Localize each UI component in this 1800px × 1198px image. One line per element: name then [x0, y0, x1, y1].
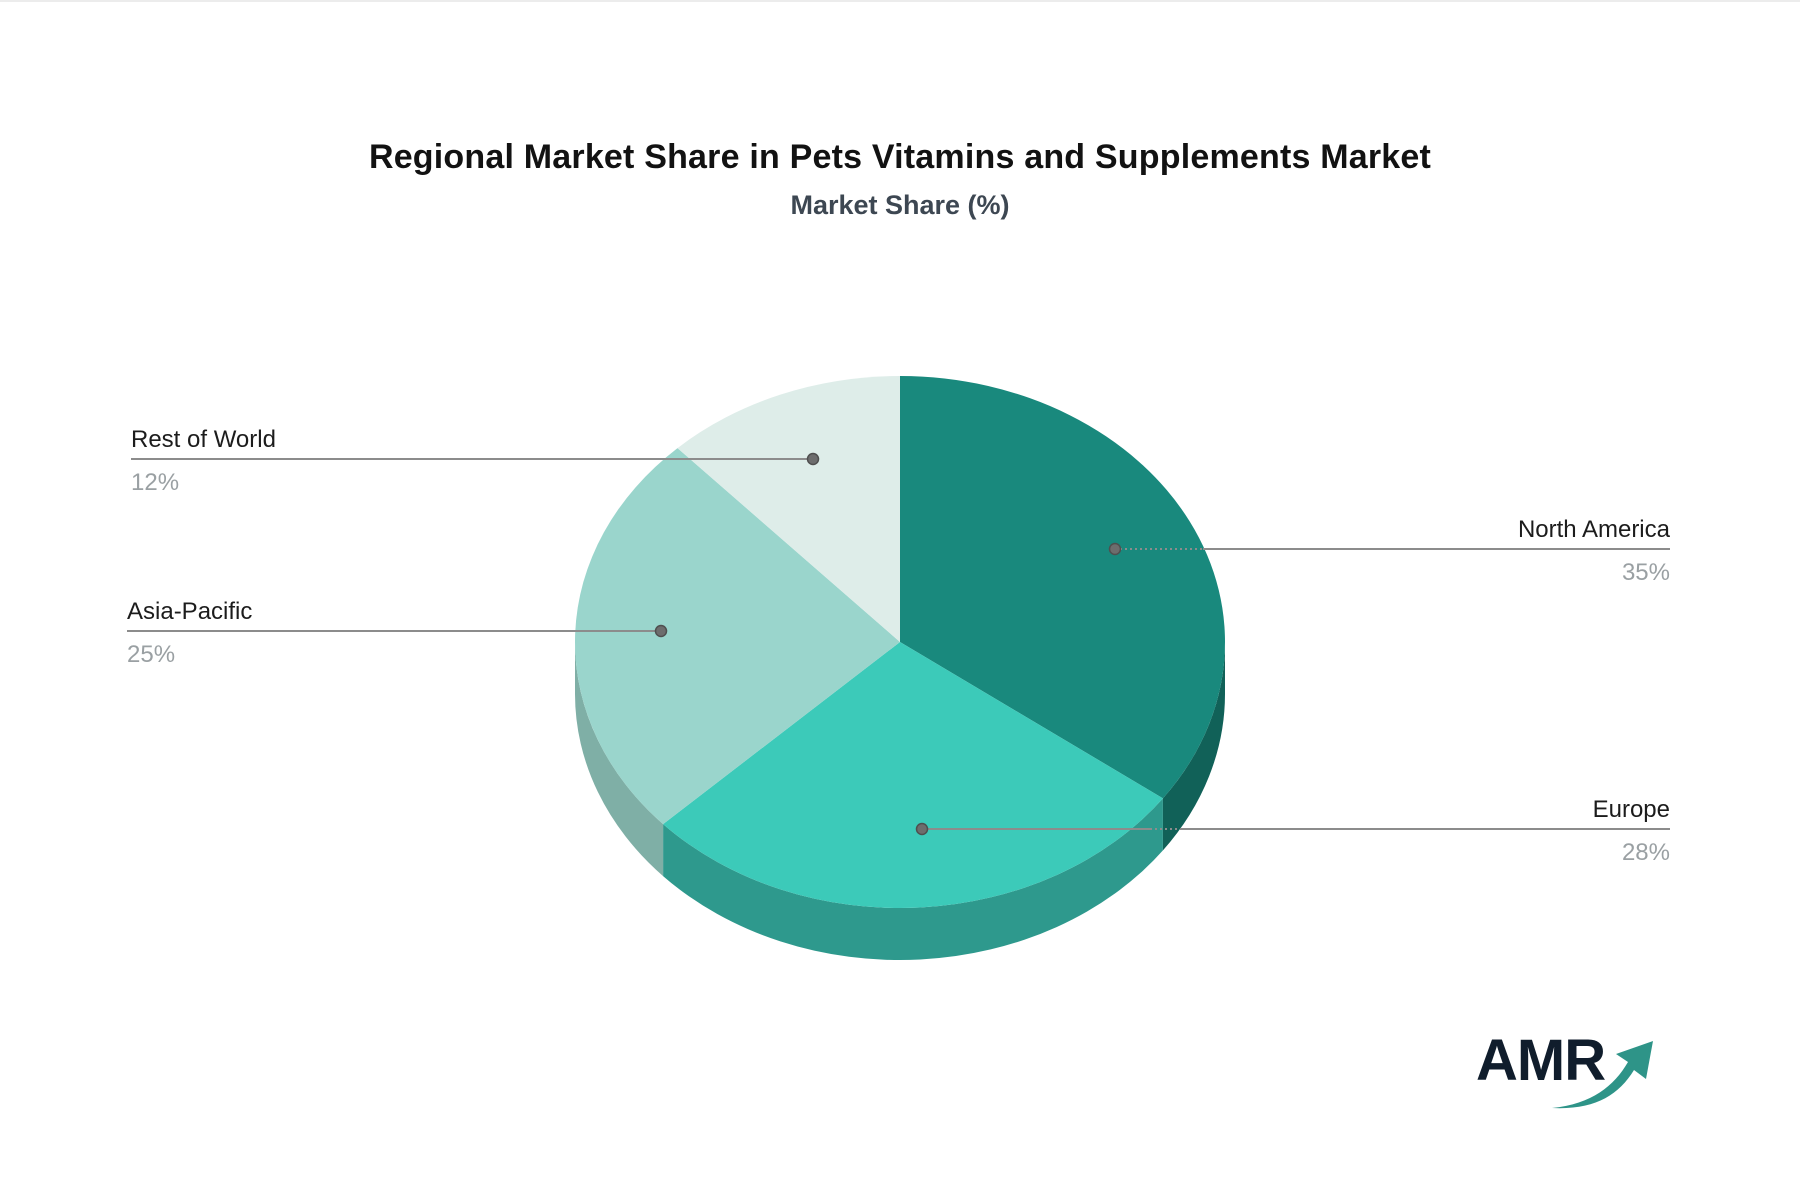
pie-3d-sides	[575, 642, 1225, 960]
pie-slice-side-north-america	[1162, 642, 1225, 851]
amr-logo-arrow-icon	[1552, 1041, 1653, 1109]
chart-title: Regional Market Share in Pets Vitamins a…	[368, 138, 1432, 176]
slice-value-europe: 28%	[1621, 839, 1670, 866]
pie-slice-asia-pacific[interactable]	[574, 448, 900, 825]
slice-label-north-america: North America	[1517, 516, 1670, 543]
pie-slice-europe[interactable]	[663, 642, 1163, 908]
callout-dot-north-america	[1108, 542, 1122, 556]
slice-value-rest-of-world: 12%	[131, 469, 180, 496]
pie-slice-rest-of-world[interactable]	[677, 376, 900, 642]
callout-dot-rest-of-world	[806, 452, 820, 466]
slice-label-rest-of-world: Rest of World	[131, 426, 276, 453]
slice-value-north-america: 35%	[1621, 559, 1670, 586]
pie-slices	[574, 376, 1225, 908]
pie-slice-side-asia-pacific	[575, 642, 664, 877]
pie-slice-north-america[interactable]	[900, 376, 1225, 799]
slice-label-asia-pacific: Asia-Pacific	[127, 598, 253, 625]
chart-subtitle: Market Share (%)	[790, 190, 1010, 220]
callout-dot-asia-pacific	[654, 624, 668, 638]
callout-dot-europe	[915, 822, 929, 836]
pie-slice-side-europe	[663, 798, 1163, 960]
callout-connectors	[127, 452, 1670, 836]
slice-label-europe: Europe	[1592, 796, 1670, 823]
slice-value-asia-pacific: 25%	[127, 641, 176, 668]
amr-logo: AMR	[1476, 1032, 1666, 1122]
amr-logo-text: AMR	[1476, 1028, 1606, 1093]
